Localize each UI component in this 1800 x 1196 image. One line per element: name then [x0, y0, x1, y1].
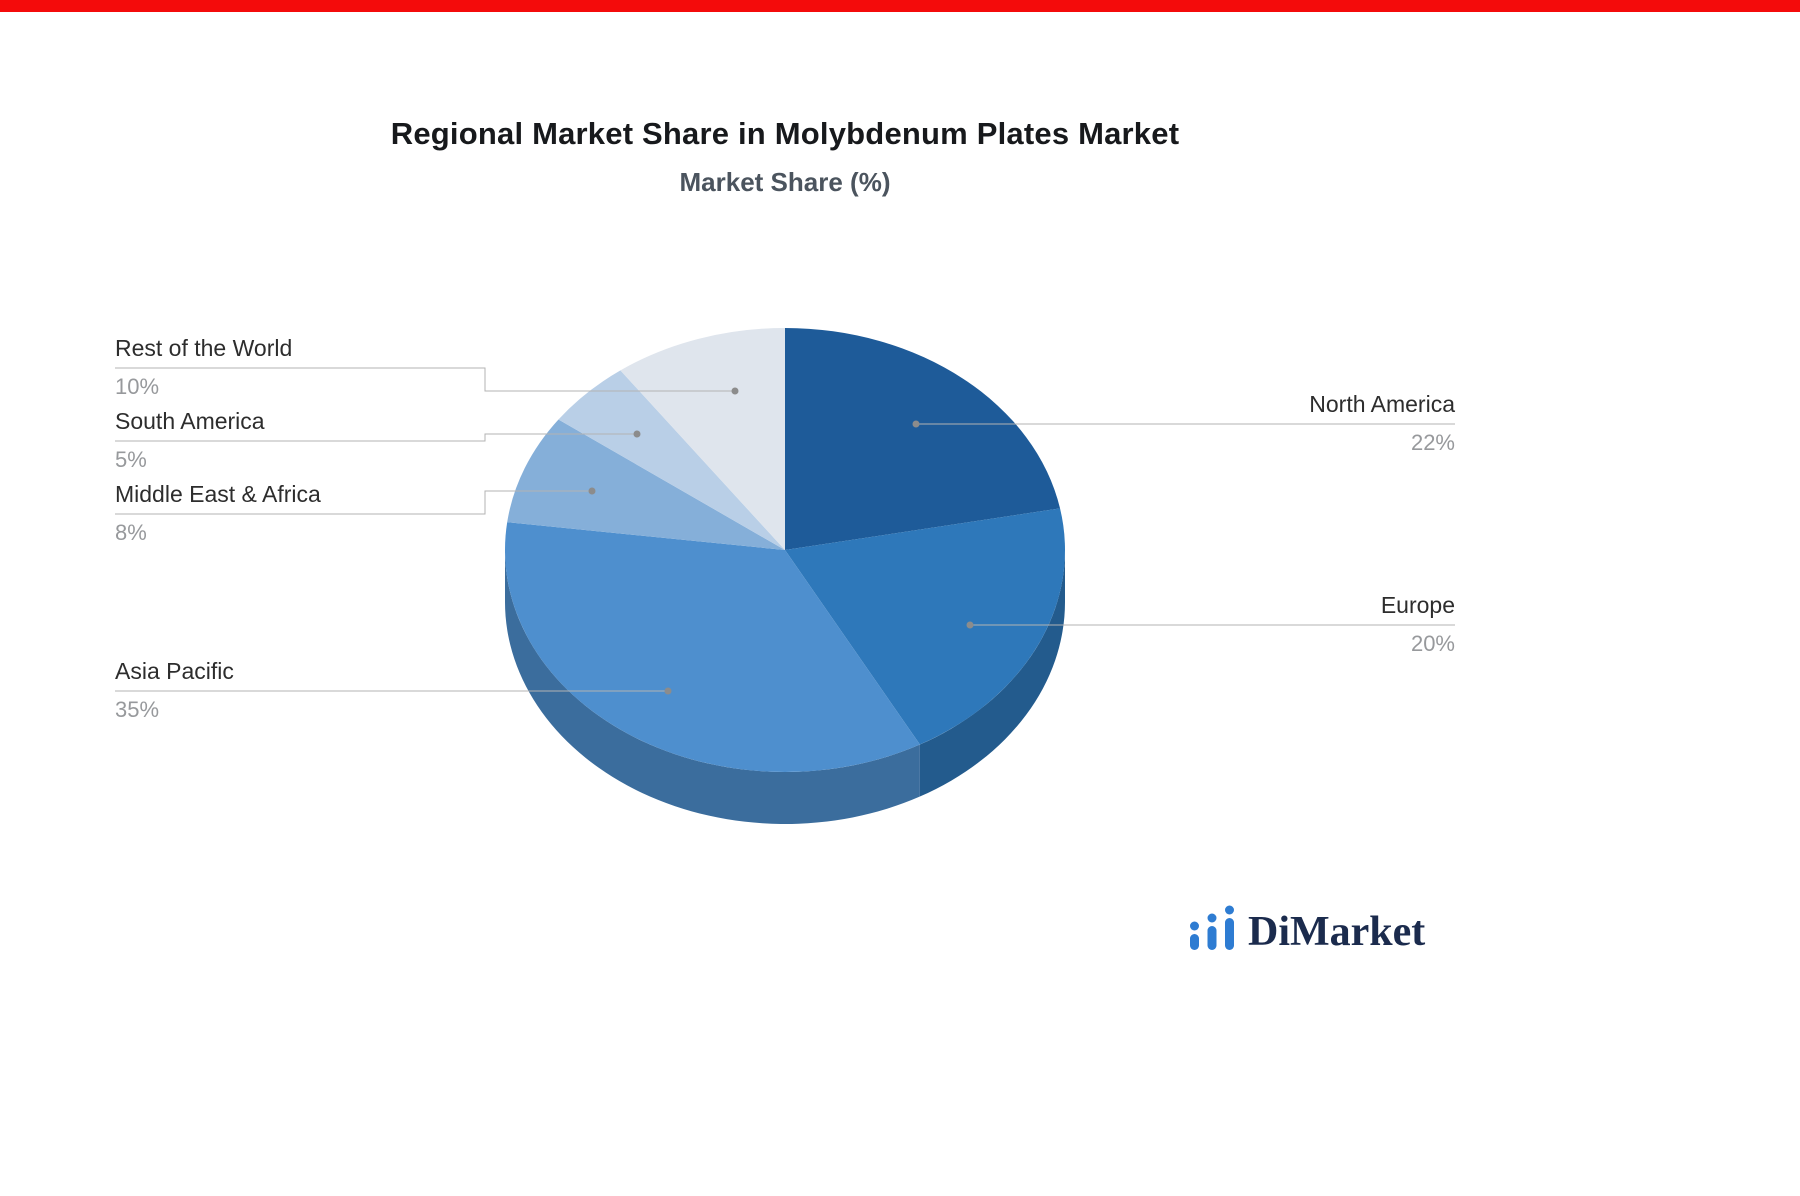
- pie-rim-europe: [919, 550, 1065, 797]
- bar-chart-icon: [1190, 905, 1234, 950]
- slice-value-middle-east-africa: 8%: [115, 520, 147, 545]
- pie-slice-north-america: [785, 328, 1061, 550]
- leader-line-middle-east-africa: [115, 490, 592, 515]
- top-accent-bar: [0, 0, 1800, 12]
- pie-rim-group: [505, 550, 1065, 825]
- slice-value-north-america: 22%: [1411, 430, 1455, 455]
- slice-value-south-america: 5%: [115, 447, 147, 472]
- leader-dot-asia-pacific: [664, 687, 672, 695]
- chart-title: Regional Market Share in Molybdenum Plat…: [390, 116, 1180, 151]
- leader-dot-north-america: [912, 420, 920, 428]
- pie-slice-middle-east-africa: [507, 419, 785, 550]
- pie-slice-europe: [785, 508, 1065, 745]
- pie-slice-group: [504, 328, 1065, 773]
- slice-value-rest-of-the-world: 10%: [115, 374, 159, 399]
- slice-label-south-america: South America: [115, 408, 265, 434]
- brand-logo: DiMarket: [1186, 902, 1425, 954]
- leader-line-rest-of-the-world: [115, 367, 735, 392]
- leader-dot-middle-east-africa: [588, 487, 596, 495]
- leader-dot-europe: [966, 621, 974, 629]
- slice-value-asia-pacific: 35%: [115, 697, 159, 722]
- pie-rim-asia-pacific: [505, 550, 920, 825]
- pie-slice-rest-of-the-world: [620, 328, 785, 550]
- slice-label-group: North America 22% Europe 20% Asia Pacific 35%…: [115, 335, 1455, 722]
- slice-label-north-america: North America: [1309, 391, 1455, 417]
- leader-dot-rest-of-the-world: [731, 387, 739, 395]
- slice-label-middle-east-africa: Middle East & Africa: [115, 481, 321, 507]
- leader-dot-south-america: [633, 430, 641, 438]
- leader-line-south-america: [115, 433, 637, 442]
- chart-subtitle: Market Share (%): [679, 167, 891, 197]
- slice-label-rest-of-the-world: Rest of the World: [115, 335, 292, 361]
- pie-slice-asia-pacific: [504, 522, 920, 773]
- brand-name: DiMarket: [1248, 908, 1426, 955]
- slice-label-europe: Europe: [1381, 592, 1455, 618]
- pie-slice-south-america: [558, 370, 785, 550]
- slice-label-asia-pacific: Asia Pacific: [115, 658, 234, 684]
- slice-value-europe: 20%: [1411, 631, 1455, 656]
- leader-line-group: [115, 367, 1455, 695]
